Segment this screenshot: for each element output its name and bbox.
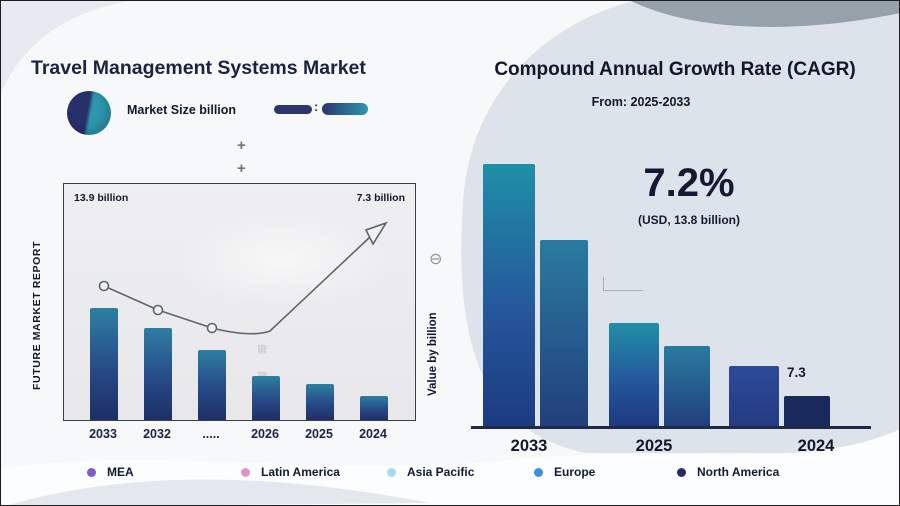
bottom-legend: MEA Latin America Asia Pacific Europe North … — [1, 465, 899, 487]
market-size-xlabel-2024: 2024 — [359, 427, 387, 441]
legend-dot — [241, 467, 250, 477]
annotation-13-9-billion: 13.9 billion — [74, 192, 129, 204]
cagr-bar-2024-a — [729, 366, 779, 426]
cagr-bars: 7.3 2033 2025 2024 — [471, 159, 871, 455]
step-line-decoration — [603, 277, 643, 291]
annotation-7-3-billion: 7.3 billion — [356, 192, 405, 204]
market-size-xlabels: 2033 2032..... 2026 2025 2024 — [63, 427, 416, 445]
cagr-title: Compound Annual Growth Rate (CAGR) — [494, 59, 856, 80]
legend-dot — [87, 467, 96, 477]
legend-label: Asia Pacific — [407, 465, 475, 479]
market-size-xlabel-2033: 2033 — [89, 427, 117, 441]
left-chart-title: Travel Management Systems Market — [31, 57, 366, 79]
market-size-xlabel-.....: ..... — [202, 427, 220, 441]
market-size-xlabel-2032: 2032 — [143, 427, 171, 441]
legend-item-north-america: North America — [677, 465, 779, 479]
market-size-sphere-icon — [67, 91, 111, 135]
cagr-subtitle: From: 2025-2033 — [591, 95, 691, 109]
legend-dot — [387, 467, 396, 477]
legend-label: MEA — [107, 465, 134, 479]
cagr-bar-2024-b — [784, 396, 830, 426]
market-size-legend-label: Market Size billion — [127, 103, 237, 117]
legend-item-latin-america: Latin America — [241, 465, 340, 479]
circle-minus-icon: ⊖ — [429, 251, 443, 268]
cagr-xlabel-2025: 2025 — [635, 437, 673, 455]
legend-dot — [677, 467, 686, 477]
legend-label: North America — [697, 465, 780, 479]
legend-pill-teal — [322, 103, 368, 115]
legend-item-mea: MEA — [87, 465, 134, 479]
legend-item-asia-pacific: Asia Pacific — [387, 465, 474, 479]
market-size-bar-2032 — [144, 328, 172, 420]
grid-decoration-icon: ▦ — [257, 343, 268, 355]
legend-pill-separator: : — [314, 99, 319, 114]
market-size-xlabel-2025: 2025 — [305, 427, 333, 441]
market-size-bar-2025 — [306, 384, 334, 420]
legend-dot — [534, 467, 543, 477]
cagr-bar-2033-a — [483, 164, 535, 426]
legend-label: Latin America — [261, 465, 340, 479]
legend-label: Europe — [554, 465, 596, 479]
data-label-7-3: 7.3 — [787, 365, 806, 380]
legend-pill-navy — [274, 105, 312, 114]
cagr-bar-2025-b — [664, 346, 710, 426]
left-y-axis-label: FUTURE MARKET REPORT — [31, 240, 43, 391]
plus-decoration-icon: + — [237, 137, 246, 154]
cagr-xlabel-2033: 2033 — [510, 437, 548, 455]
market-size-bar-2024 — [360, 396, 388, 420]
market-size-xlabel-2026: 2026 — [251, 427, 279, 441]
market-size-bar-..... — [198, 350, 226, 420]
cagr-usd-note: (USD, 13.8 billion) — [637, 213, 740, 227]
cagr-bar-2025-a — [609, 323, 659, 426]
market-size-bar-2026 — [252, 376, 280, 420]
right-y-axis-label: Value by billion — [427, 312, 439, 397]
cagr-xlabel-2024: 2024 — [797, 437, 835, 455]
cagr-bar-2033-b — [540, 240, 588, 426]
trend-arrow — [98, 221, 388, 335]
legend-item-europe: Europe — [534, 465, 595, 479]
plus-decoration-icon: + — [237, 160, 246, 177]
market-size-bar-2033 — [90, 308, 118, 420]
market-size-plot: 13.9 billion 7.3 billion ▦ ▦ — [63, 183, 416, 421]
cagr-percentage: 7.2% — [643, 161, 735, 205]
